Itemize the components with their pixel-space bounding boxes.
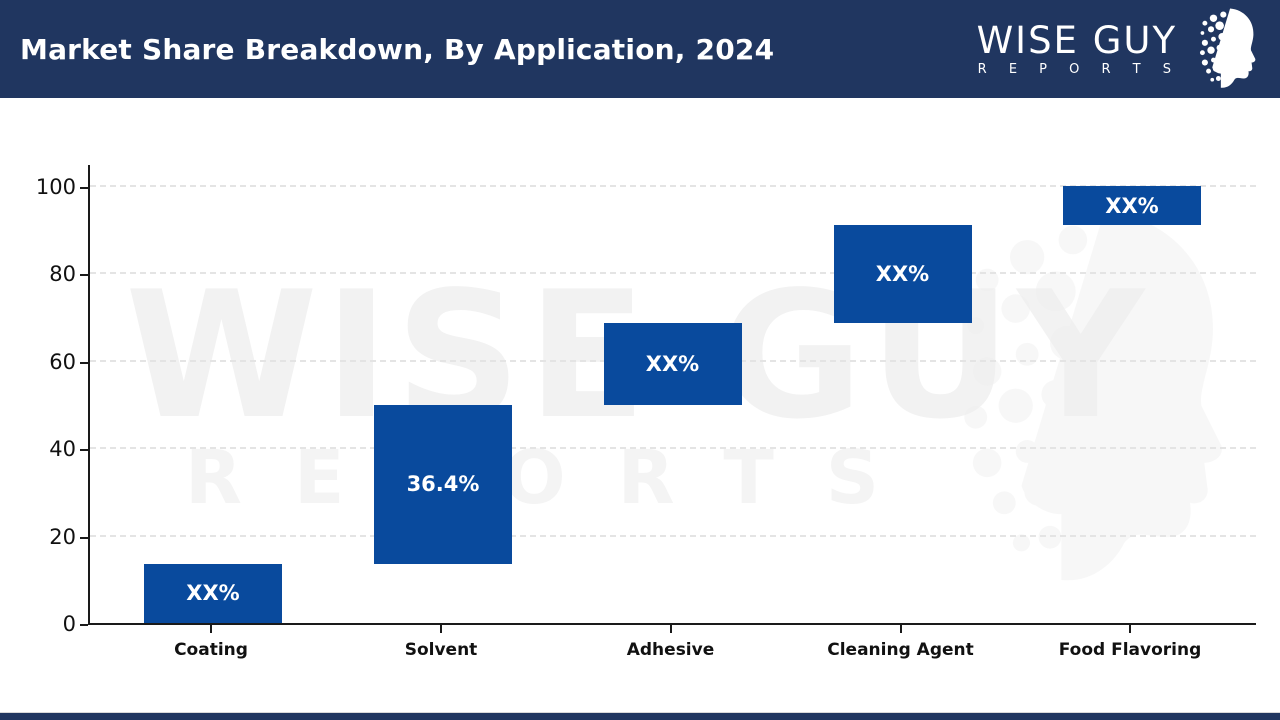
x-axis-tick-mark-0: [210, 625, 212, 633]
brand-text: WISE GUY R E P O R T S: [974, 18, 1180, 77]
brand-subname: R E P O R T S: [977, 61, 1180, 77]
x-axis-category-label: Adhesive: [626, 640, 715, 660]
y-axis-tick-mark-100: [80, 187, 88, 189]
watermark-head-logo-icon: [964, 211, 1222, 581]
gridline-80: [90, 272, 1256, 275]
y-axis-tick-mark-40: [80, 449, 88, 452]
y-axis-tick-mark-20: [80, 536, 88, 539]
y-axis-tick-label-0: 0: [62, 612, 76, 636]
chart-title: Market Share Breakdown, By Application, …: [20, 32, 775, 66]
bar-solvent: 36.4%: [374, 404, 512, 564]
y-axis-tick-mark-80: [80, 274, 88, 277]
bar-value-label: XX%: [875, 262, 930, 287]
y-axis-tick-mark-0: [80, 624, 88, 626]
bar-value-label: 36.4%: [406, 472, 480, 497]
x-axis-tick-mark-2: [669, 625, 672, 633]
bar-adhesive: XX%: [603, 323, 742, 405]
x-axis-category-label: Coating: [174, 640, 248, 660]
gridline-40: [90, 447, 1256, 450]
y-axis-tick-label-40: 40: [49, 437, 76, 462]
x-axis-category-label: Cleaning Agent: [827, 640, 974, 660]
x-axis-category-label: Solvent: [404, 640, 478, 660]
y-axis-tick-label-20: 20: [49, 524, 76, 549]
header: Market Share Breakdown, By Application, …: [0, 0, 1280, 98]
bar-value-label: XX%: [186, 581, 240, 606]
gridline-100: [90, 185, 1256, 187]
y-axis-tick-label-80: 80: [49, 262, 76, 287]
y-axis-tick-label-60: 60: [49, 349, 76, 374]
bar-cleaning-agent: XX%: [833, 225, 972, 324]
gridline-20: [90, 534, 1256, 537]
x-axis-tick-mark-4: [1129, 625, 1131, 633]
plot-area: XX% 36.4% XX% XX% XX%: [88, 165, 1256, 625]
bar-value-label: XX%: [645, 351, 700, 376]
footer-bar: [0, 712, 1280, 720]
bar-value-label: XX%: [1105, 193, 1159, 218]
y-axis-tick-mark-60: [80, 361, 88, 364]
x-axis-tick-mark-3: [899, 625, 902, 633]
brand-name: WISE GUY: [976, 18, 1178, 62]
brand-logo: WISE GUY R E P O R T S: [974, 6, 1280, 92]
bar-food-flavoring: XX%: [1063, 186, 1201, 226]
y-axis-tick-label-100: 100: [35, 175, 76, 199]
x-axis-category-label: Food Flavoring: [1058, 640, 1202, 660]
x-axis-tick-mark-1: [440, 625, 442, 633]
brand-head-logo-icon: [1199, 8, 1256, 88]
watermark-text-line2: REPORTS: [185, 435, 932, 521]
bar-coating: XX%: [144, 563, 282, 623]
